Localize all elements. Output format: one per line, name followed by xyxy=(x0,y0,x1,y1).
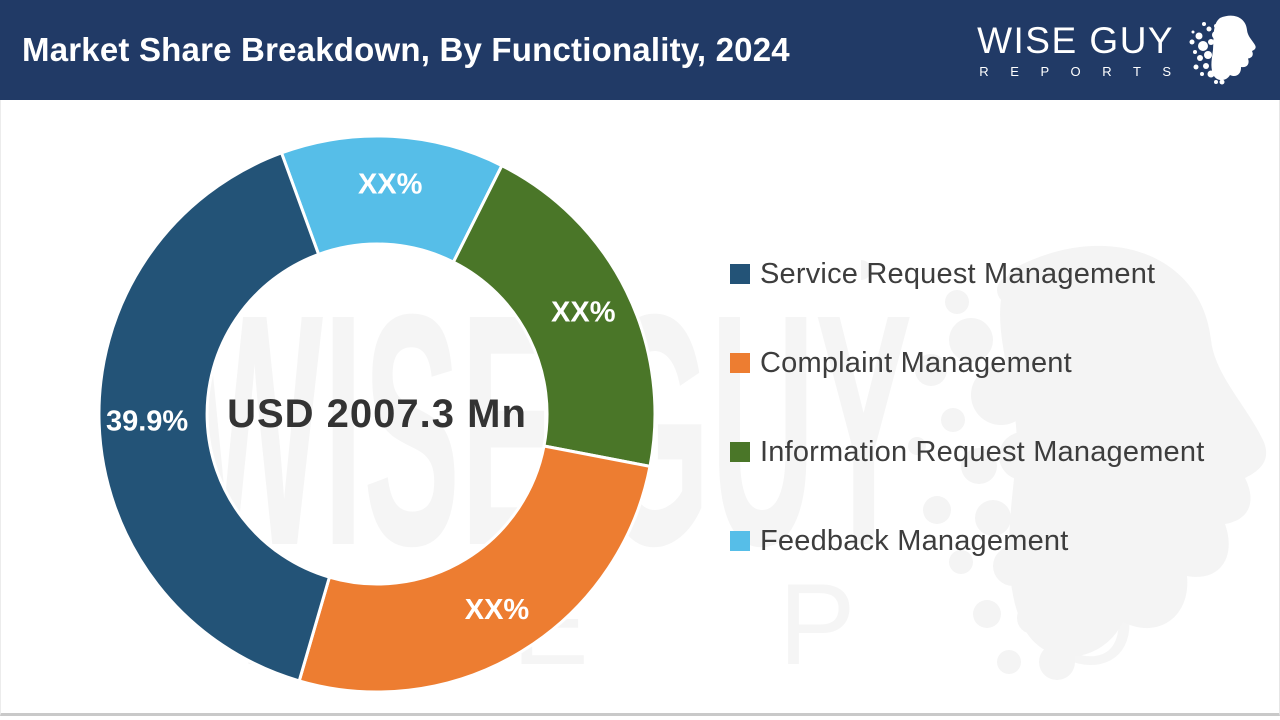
wiseguy-head-icon xyxy=(1189,15,1256,85)
header-bar: Market Share Breakdown, By Functionality… xyxy=(0,0,1280,100)
legend-label: Service Request Management xyxy=(760,257,1156,290)
page-title: Market Share Breakdown, By Functionality… xyxy=(22,31,790,68)
logo-text: WISE GUY R E P O R T S xyxy=(971,22,1180,79)
legend-swatch xyxy=(730,442,750,462)
legend-label: Information Request Management xyxy=(760,435,1205,468)
segment-value-label: XX% xyxy=(358,168,423,200)
legend-item: Complaint Management xyxy=(730,343,1204,383)
legend-swatch xyxy=(730,353,750,373)
segment-value-label: XX% xyxy=(551,296,616,328)
donut-center-value: USD 2007.3 Mn xyxy=(227,392,527,436)
legend-swatch xyxy=(730,264,750,284)
legend: Service Request Management Complaint Man… xyxy=(730,254,1204,610)
donut-segment-complaint-management xyxy=(297,444,652,694)
segment-value-label: XX% xyxy=(465,594,530,626)
donut-segment-information-request-management xyxy=(451,164,657,468)
donut-segment-service-request-management xyxy=(97,151,331,683)
donut-chart: XX% XX% XX% 39.9% USD 2007.3 Mn xyxy=(97,134,657,694)
legend-item: Service Request Management xyxy=(730,254,1204,294)
logo-subtitle: R E P O R T S xyxy=(979,63,1180,79)
logo-wordmark: WISE GUY xyxy=(977,19,1175,61)
legend-label: Complaint Management xyxy=(760,346,1072,379)
legend-item: Information Request Management xyxy=(730,432,1204,472)
legend-item: Feedback Management xyxy=(730,521,1204,561)
legend-label: Feedback Management xyxy=(760,524,1069,557)
wise-guy-reports-logo: WISE GUY R E P O R T S xyxy=(971,8,1266,92)
legend-swatch xyxy=(730,531,750,551)
segment-value-label: 39.9% xyxy=(106,406,188,438)
